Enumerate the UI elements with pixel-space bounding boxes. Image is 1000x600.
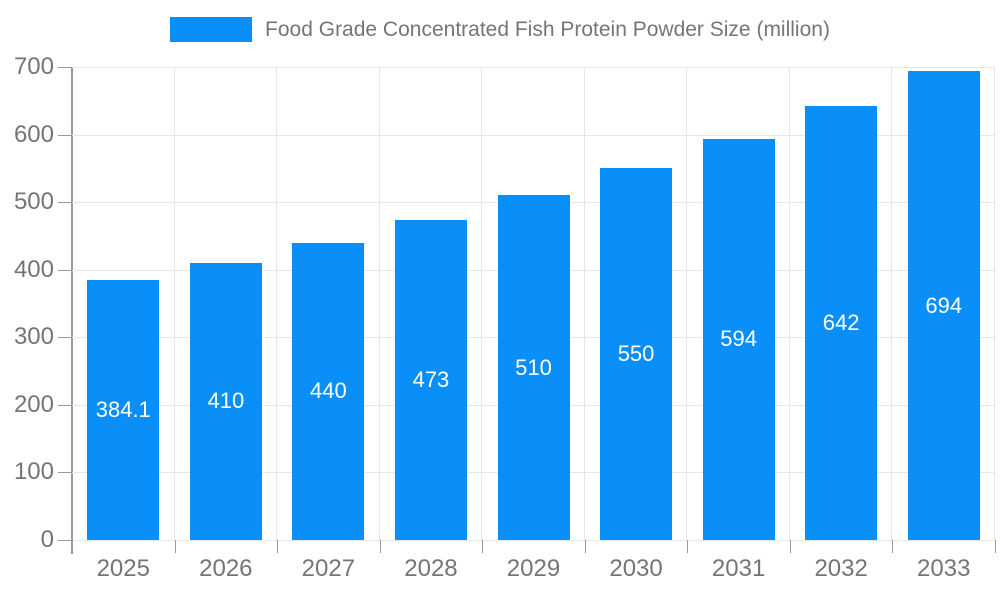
- bar-2033[interactable]: 694: [907, 71, 980, 540]
- x-axis-label: 2031: [711, 555, 766, 582]
- x-axis-label: 2028: [404, 555, 458, 582]
- x-axis-label: 2025: [96, 555, 150, 582]
- y-axis-tick: [58, 134, 72, 136]
- x-gridline: [276, 67, 278, 540]
- bar-2029[interactable]: 510: [497, 195, 570, 540]
- x-axis-label: 2026: [199, 555, 253, 582]
- bar-2025[interactable]: 384.1: [87, 280, 160, 540]
- x-axis-label: 2030: [609, 555, 663, 582]
- x-gridline: [173, 67, 175, 540]
- y-axis-label: 500: [13, 188, 54, 216]
- x-axis-label: 2032: [814, 555, 868, 582]
- x-axis-tick: [584, 540, 586, 553]
- y-axis-tick: [58, 337, 72, 339]
- y-gridline: [72, 134, 995, 136]
- bar-value-label: 594: [720, 326, 757, 352]
- x-gridline: [788, 67, 790, 540]
- y-axis-tick: [58, 472, 72, 474]
- bar-value-label: 642: [822, 310, 860, 336]
- x-axis-tick: [892, 540, 894, 553]
- bar-2028[interactable]: 473: [394, 220, 467, 540]
- x-axis-tick: [277, 540, 279, 553]
- bar-2027[interactable]: 440: [292, 242, 365, 540]
- y-axis-label: 700: [13, 53, 54, 80]
- y-axis-tick: [58, 269, 72, 271]
- x-axis-label: 2027: [301, 555, 356, 582]
- bar-2032[interactable]: 642: [805, 106, 878, 540]
- legend-label: Food Grade Concentrated Fish Protein Pow…: [265, 18, 830, 41]
- bar-value-label: 384.1: [95, 397, 151, 423]
- x-gridline: [583, 67, 585, 540]
- y-axis-label: 400: [13, 255, 54, 283]
- bar-value-label: 694: [925, 292, 963, 318]
- bar-value-label: 410: [207, 388, 245, 414]
- x-axis-tick: [789, 540, 791, 553]
- y-axis-line: [71, 67, 73, 554]
- bar-value-label: 440: [310, 378, 347, 404]
- legend-item[interactable]: Food Grade Concentrated Fish Protein Pow…: [170, 17, 830, 42]
- x-axis-label: 2029: [506, 555, 561, 582]
- y-axis-label: 100: [13, 458, 54, 486]
- bar-value-label: 510: [515, 354, 552, 380]
- x-axis-tick: [687, 540, 689, 553]
- x-axis-tick: [482, 540, 484, 553]
- x-axis-tick: [174, 540, 176, 553]
- x-gridline: [686, 67, 688, 540]
- y-axis-label: 0: [40, 526, 54, 553]
- bar-value-label: 473: [412, 367, 450, 393]
- bar-2026[interactable]: 410: [189, 262, 262, 540]
- bar-2031[interactable]: 594: [702, 138, 775, 540]
- y-gridline: [72, 67, 995, 68]
- y-axis-label: 600: [13, 120, 54, 148]
- bar-2030[interactable]: 550: [600, 168, 673, 540]
- y-axis-label: 300: [13, 323, 54, 351]
- y-axis-tick: [58, 540, 72, 541]
- legend: Food Grade Concentrated Fish Protein Pow…: [0, 17, 1000, 42]
- y-axis-tick: [58, 404, 72, 406]
- x-gridline: [891, 67, 893, 540]
- y-axis-tick: [58, 67, 72, 68]
- x-axis-tick: [379, 540, 381, 553]
- x-gridline: [378, 67, 380, 540]
- x-gridline: [481, 67, 483, 540]
- x-axis-tick: [72, 540, 73, 553]
- y-axis-tick: [58, 202, 72, 204]
- x-axis-tick: [995, 540, 996, 553]
- y-gridline: [72, 540, 995, 541]
- x-gridline: [994, 67, 995, 540]
- y-axis-label: 200: [13, 390, 54, 418]
- plot-area: 384.1 410 440 473 510 550 594 642 694: [72, 67, 995, 541]
- legend-swatch: [170, 17, 253, 42]
- bar-value-label: 550: [617, 341, 655, 367]
- x-axis-label: 2033: [917, 555, 971, 582]
